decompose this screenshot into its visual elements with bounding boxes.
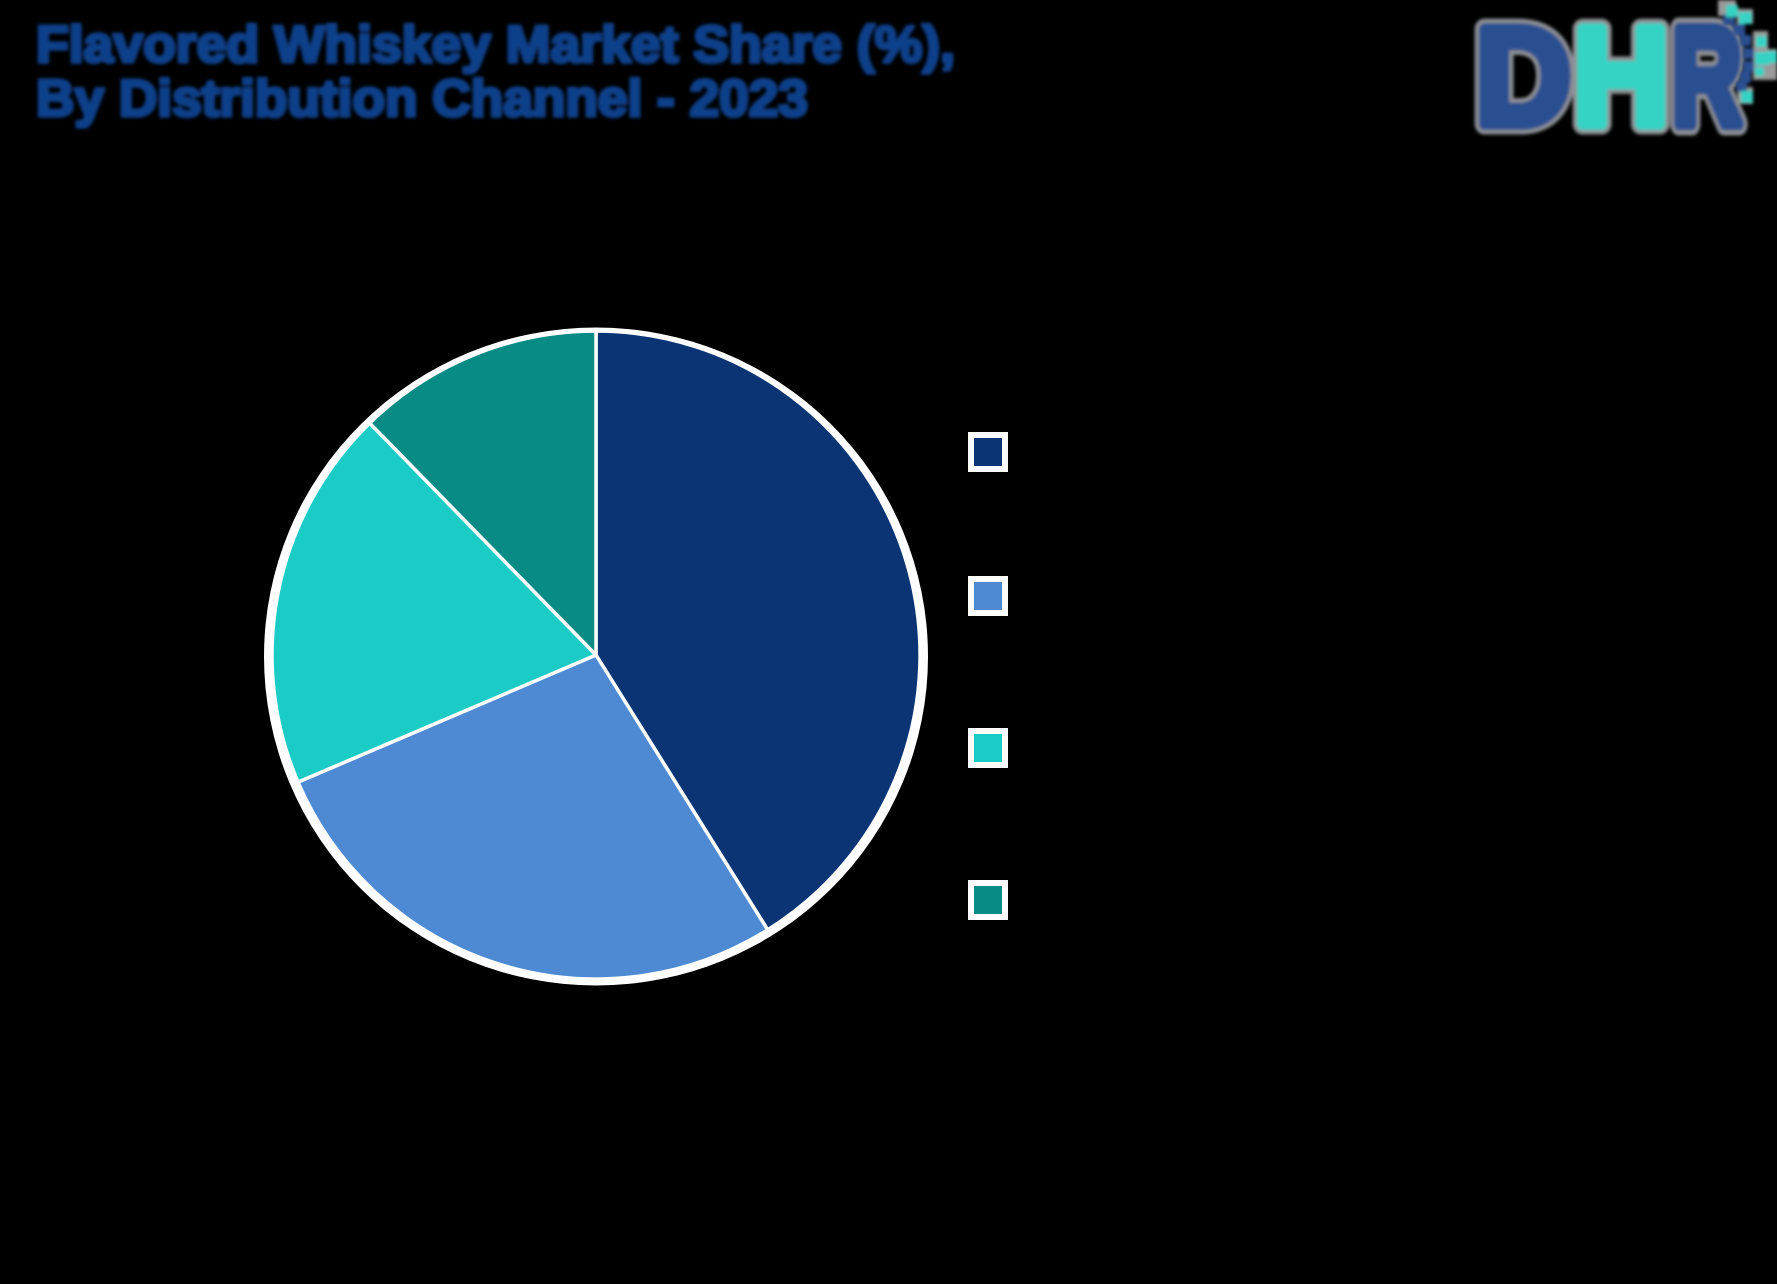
svg-text:H: H — [1574, 0, 1669, 154]
svg-text:Flavored Whiskey Market Share: Flavored Whiskey Market Share (%), — [36, 16, 955, 74]
svg-text:D: D — [1476, 0, 1571, 154]
svg-text:H: H — [1574, 0, 1669, 154]
svg-text:By Distribution Channel - 2023: By Distribution Channel - 2023 — [36, 70, 808, 128]
svg-text:D: D — [1476, 0, 1571, 154]
svg-text:R: R — [1672, 0, 1742, 154]
